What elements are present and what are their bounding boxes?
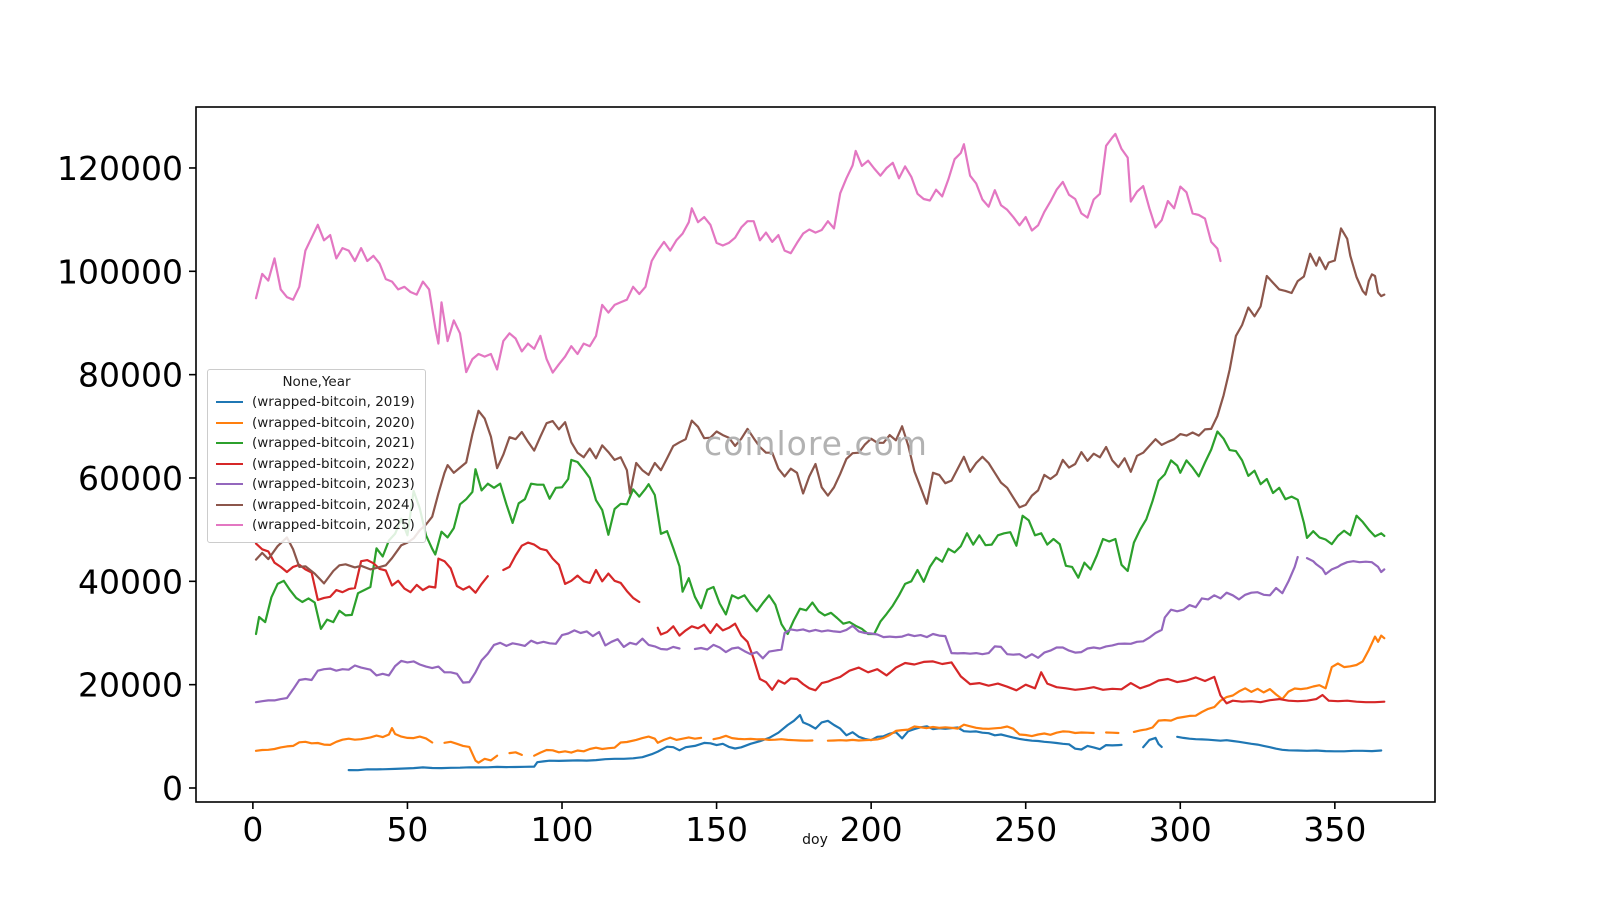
legend-swatch: [216, 503, 243, 506]
legend-swatch: [216, 462, 243, 465]
x-tick-label: 50: [386, 810, 428, 849]
x-tick-label: 350: [1303, 810, 1366, 849]
series-line-2020: [254, 634, 1386, 764]
legend-swatch: [216, 401, 243, 404]
x-tick-label: 150: [685, 810, 748, 849]
legend-item: (wrapped-bitcoin, 2020): [216, 413, 417, 434]
x-tick-label: 250: [994, 810, 1057, 849]
legend-items: (wrapped-bitcoin, 2019) (wrapped-bitcoin,…: [216, 392, 417, 536]
series-line-2024: [254, 227, 1386, 585]
x-tick-label: 0: [242, 810, 263, 849]
legend-item-label: (wrapped-bitcoin, 2025): [252, 517, 415, 534]
series-line-2025: [254, 132, 1222, 374]
y-tick-label: 20000: [78, 666, 183, 705]
legend-item: (wrapped-bitcoin, 2025): [216, 515, 417, 536]
legend-item-label: (wrapped-bitcoin, 2020): [252, 414, 415, 431]
series-line-2022: [254, 541, 1386, 705]
x-axis-label: doy: [802, 832, 828, 848]
x-tick-label: 300: [1149, 810, 1212, 849]
legend: None,Year (wrapped-bitcoin, 2019) (wrappe…: [207, 369, 426, 543]
series-line-2023: [254, 555, 1386, 704]
series-line-2021: [254, 430, 1386, 636]
y-tick-label: 40000: [78, 562, 183, 601]
legend-swatch: [216, 524, 243, 527]
legend-item: (wrapped-bitcoin, 2024): [216, 495, 417, 516]
y-tick-label: 80000: [78, 356, 183, 395]
legend-item: (wrapped-bitcoin, 2023): [216, 474, 417, 495]
legend-swatch: [216, 442, 243, 445]
legend-item: (wrapped-bitcoin, 2019): [216, 392, 417, 413]
x-tick-label: 200: [840, 810, 903, 849]
y-tick-label: 120000: [57, 149, 183, 188]
legend-swatch: [216, 483, 243, 486]
legend-swatch: [216, 421, 243, 424]
legend-item-label: (wrapped-bitcoin, 2022): [252, 455, 415, 472]
y-tick-label: 0: [162, 769, 183, 808]
legend-item-label: (wrapped-bitcoin, 2024): [252, 496, 415, 513]
series-line-2019: [347, 714, 1383, 772]
legend-item: (wrapped-bitcoin, 2021): [216, 433, 417, 454]
x-tick-label: 100: [531, 810, 594, 849]
y-tick-label: 60000: [78, 459, 183, 498]
legend-item-label: (wrapped-bitcoin, 2019): [252, 394, 415, 411]
watermark: coinlore.com: [704, 424, 928, 463]
legend-item-label: (wrapped-bitcoin, 2023): [252, 476, 415, 493]
plot-border: [195, 106, 1436, 803]
legend-title: None,Year: [282, 374, 351, 390]
legend-item: (wrapped-bitcoin, 2022): [216, 454, 417, 475]
y-tick-label: 100000: [57, 252, 183, 291]
legend-item-label: (wrapped-bitcoin, 2021): [252, 435, 415, 452]
